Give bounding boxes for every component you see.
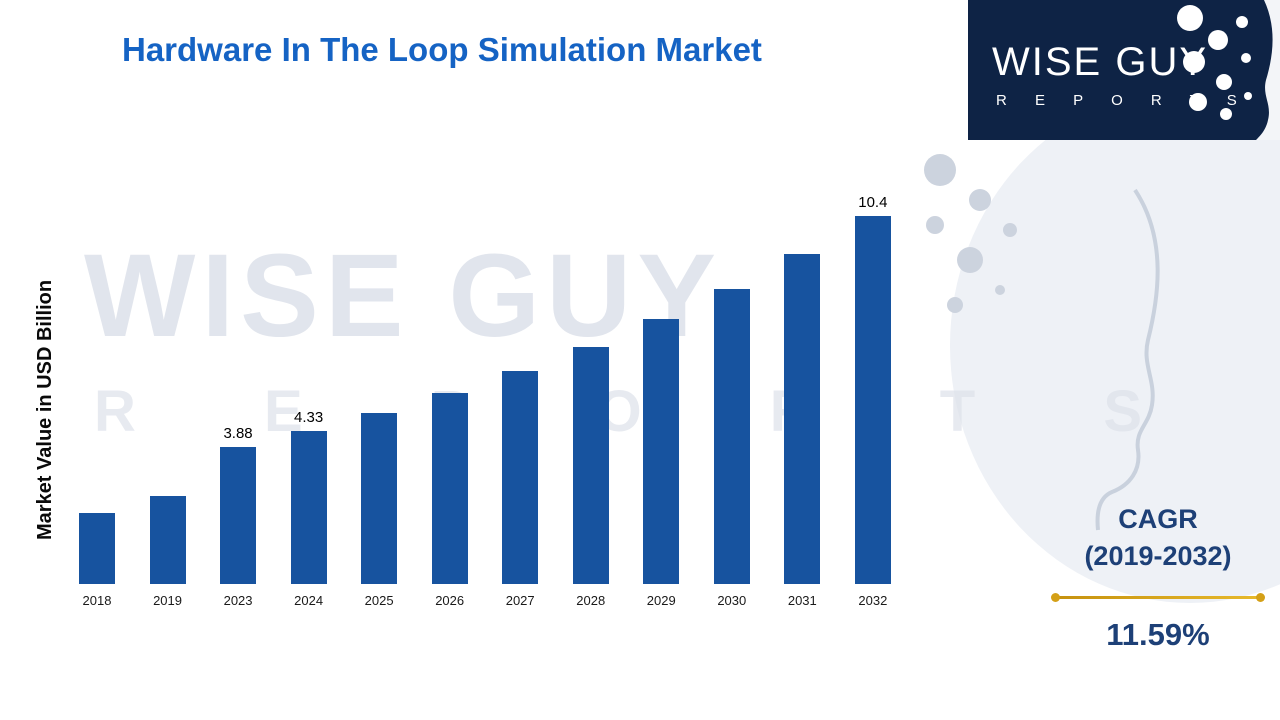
bar-2018 — [79, 513, 115, 584]
bar-column-2029: 2029 — [638, 192, 684, 608]
x-tick-2026: 2026 — [435, 593, 465, 608]
face-profile-dots-decoration — [924, 154, 1160, 531]
bar-2029 — [643, 319, 680, 584]
bar-2028 — [572, 347, 609, 584]
watermark-line1: WISE GUY — [84, 230, 723, 362]
logo-brand-text: WISE GUY — [992, 40, 1209, 84]
logo-face-dots-icon — [1177, 0, 1280, 140]
bar-value-label-2032: 10.4 — [858, 194, 888, 211]
watermark-line2: R E P O R T S — [94, 379, 1199, 444]
bar-column-2027: 2027 — [497, 192, 543, 608]
divider-right-dot — [1256, 593, 1265, 602]
bar-column-2026: 2026 — [427, 192, 473, 608]
divider-left-dot — [1051, 593, 1060, 602]
cagr-range: (2019-2032) — [1084, 541, 1232, 571]
bar-column-2025: 2025 — [356, 192, 402, 608]
bar-value-label-2023: 3.88 — [223, 425, 253, 442]
x-tick-2029: 2029 — [646, 593, 676, 608]
bar-2031 — [784, 254, 821, 584]
bar-chart: 2018 2019 3.88 2023 4.33 2024 2025 2026 2027 2028… — [74, 192, 896, 608]
x-tick-2023: 2023 — [223, 593, 253, 608]
y-axis-label: Market Value in USD Billion — [34, 279, 56, 541]
bar-column-2024: 4.33 2024 — [286, 192, 332, 608]
x-tick-2030: 2030 — [717, 593, 747, 608]
bar-value-label-2024: 4.33 — [293, 409, 324, 426]
cagr-block: CAGR (2019-2032) 11.59% — [1040, 504, 1276, 653]
logo-sub-text: R E P O R T S — [996, 92, 1249, 109]
bar-2023 — [220, 447, 257, 584]
bar-2027 — [502, 371, 539, 584]
bar-2019 — [149, 496, 186, 584]
x-tick-2027: 2027 — [505, 593, 535, 608]
bar-column-2019: 2019 — [145, 192, 191, 608]
x-tick-2032: 2032 — [858, 593, 888, 608]
x-tick-2024: 2024 — [294, 593, 324, 608]
face-profile-line — [1095, 188, 1160, 531]
bar-column-2030: 2030 — [709, 192, 755, 608]
page-title: Hardware In The Loop Simulation Market — [122, 31, 762, 68]
cagr-value: 11.59% — [1106, 617, 1210, 652]
bar-column-2032: 10.4 2032 — [850, 192, 896, 608]
bar-2026 — [431, 393, 468, 584]
gold-divider-line — [1051, 593, 1265, 602]
x-tick-2028: 2028 — [576, 593, 606, 608]
x-tick-2025: 2025 — [364, 593, 394, 608]
x-tick-2019: 2019 — [153, 593, 182, 608]
bar-column-2028: 2028 — [568, 192, 614, 608]
bar-2025 — [361, 413, 398, 584]
bar-2030 — [713, 289, 750, 584]
wiseguy-reports-logo: WISE GUY R E P O R T S — [968, 0, 1280, 140]
bar-2032 — [854, 216, 891, 584]
cagr-label: CAGR — [1118, 504, 1198, 534]
bar-column-2023: 3.88 2023 — [215, 192, 261, 608]
bar-column-2031: 2031 — [779, 192, 825, 608]
bar-2024 — [290, 431, 327, 584]
x-tick-2031: 2031 — [787, 593, 817, 608]
bar-column-2018: 2018 — [74, 192, 120, 608]
x-tick-2018: 2018 — [82, 593, 112, 608]
background-watermark: WISE GUY R E P O R T S — [84, 228, 1198, 445]
